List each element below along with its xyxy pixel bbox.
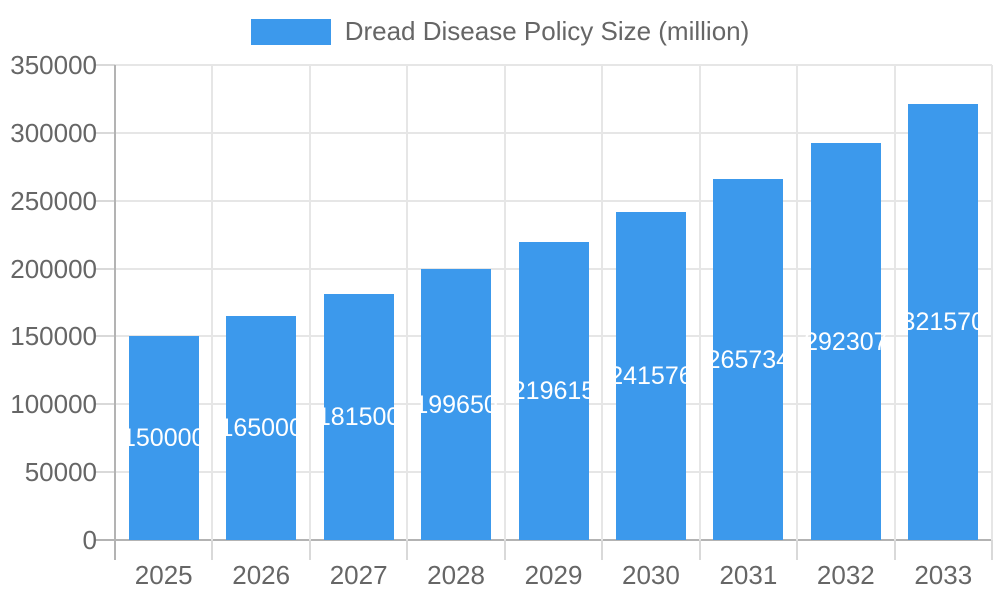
y-tick-mark [95, 335, 115, 338]
y-tick-mark [95, 403, 115, 406]
y-tick-label: 50000 [24, 457, 97, 488]
x-tick-mark [601, 540, 604, 560]
gridline-vertical [406, 65, 409, 540]
bar-2027[interactable] [323, 293, 394, 540]
x-tick-label: 2031 [719, 560, 778, 590]
y-tick-mark [95, 471, 115, 474]
gridline-vertical [698, 65, 701, 540]
y-tick-label: 250000 [10, 185, 97, 216]
bar-value-label: 150000 [122, 424, 206, 453]
gridline-vertical [601, 65, 604, 540]
y-tick-mark [95, 131, 115, 134]
bar-2030[interactable] [615, 212, 686, 540]
legend-swatch [250, 18, 331, 45]
x-tick-label: 2026 [232, 560, 291, 590]
bar-value-label: 241576 [609, 362, 693, 391]
legend-label: Dread Disease Policy Size (million) [344, 16, 750, 46]
bar-2028[interactable] [421, 269, 492, 540]
x-tick-mark [308, 540, 311, 560]
y-tick-mark [95, 64, 115, 66]
x-tick-mark [114, 540, 116, 560]
y-tick-label: 0 [82, 525, 97, 555]
bar-value-label: 181500 [316, 402, 401, 431]
y-tick-mark [95, 539, 115, 541]
x-tick-label: 2033 [914, 560, 973, 590]
gridline-vertical [991, 65, 993, 540]
y-tick-label: 300000 [10, 117, 97, 148]
gridline-horizontal [115, 131, 992, 134]
x-tick-label: 2032 [816, 560, 875, 590]
gridline-horizontal [115, 199, 992, 202]
y-tick-label: 200000 [10, 253, 97, 284]
gridline-vertical [796, 65, 799, 540]
chart-legend: Dread Disease Policy Size (million) [0, 16, 1000, 47]
bar-value-label: 165000 [219, 414, 303, 443]
x-tick-label: 2030 [622, 560, 680, 590]
y-axis-line [114, 65, 116, 540]
x-tick-mark [893, 540, 896, 560]
bar-2025[interactable] [128, 336, 199, 540]
gridline-vertical [308, 65, 311, 540]
bar-value-label: 265734 [706, 345, 791, 374]
x-tick-label: 2025 [134, 560, 193, 590]
gridline-vertical [211, 65, 214, 540]
x-tick-label: 2028 [427, 560, 485, 590]
bar-2026[interactable] [226, 316, 297, 540]
x-tick-mark [698, 540, 701, 560]
y-tick-label: 150000 [10, 321, 97, 352]
bar-value-label: 321570 [901, 307, 985, 336]
x-tick-mark [991, 540, 993, 560]
bar-2031[interactable] [713, 179, 784, 540]
bar-value-label: 292307 [804, 327, 888, 356]
x-tick-mark [406, 540, 409, 560]
x-tick-mark [503, 540, 506, 560]
gridline-horizontal [115, 64, 992, 66]
y-tick-label: 100000 [10, 389, 97, 420]
x-tick-mark [796, 540, 799, 560]
bar-2032[interactable] [810, 143, 881, 540]
bar-2029[interactable] [518, 241, 589, 540]
legend-item[interactable]: Dread Disease Policy Size (million) [250, 16, 750, 47]
y-tick-mark [95, 199, 115, 202]
x-tick-label: 2029 [524, 560, 583, 590]
bar-value-label: 219615 [511, 376, 596, 405]
bar-value-label: 199650 [414, 390, 498, 419]
y-tick-label: 350000 [10, 50, 97, 80]
y-tick-mark [95, 267, 115, 270]
bar-2033[interactable] [908, 103, 979, 540]
x-tick-mark [211, 540, 214, 560]
gridline-vertical [503, 65, 506, 540]
x-tick-label: 2027 [329, 560, 388, 590]
gridline-vertical [893, 65, 896, 540]
x-axis-line [115, 539, 992, 541]
